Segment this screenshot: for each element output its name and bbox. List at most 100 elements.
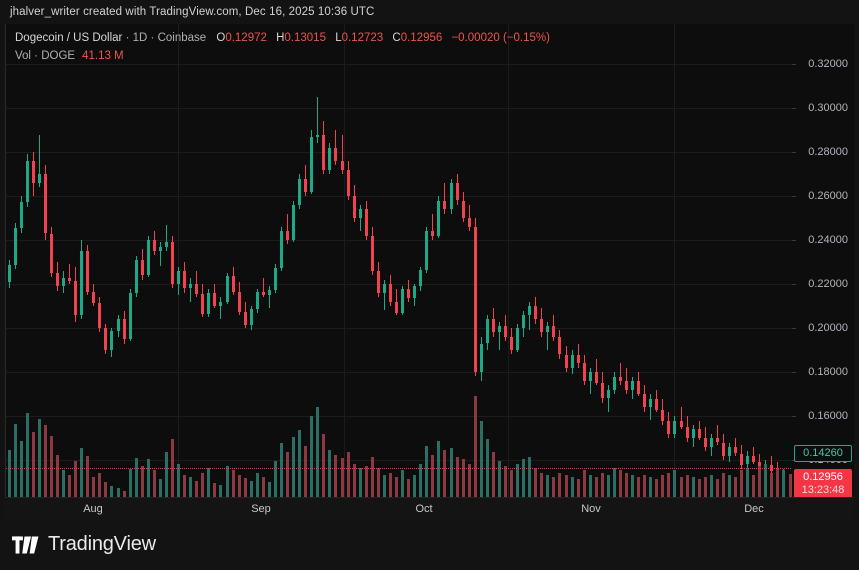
- price-axis[interactable]: 0.32000 0.30000 0.28000 0.26000 0.24000 0.220…: [792, 24, 854, 518]
- candle-body: [516, 328, 520, 351]
- candle-body: [612, 376, 616, 390]
- volume-bar: [122, 490, 126, 497]
- candle-body: [401, 288, 404, 313]
- candle-wick: [498, 321, 500, 351]
- candle-body: [140, 259, 144, 276]
- candle-body: [376, 270, 380, 293]
- price-axis-tickmark: [792, 196, 796, 198]
- volume-bar: [510, 470, 513, 497]
- moving-average-price-badge[interactable]: 0.14260: [794, 445, 852, 463]
- volume-bar: [7, 450, 11, 497]
- candle-wick: [220, 297, 222, 320]
- candle-body: [62, 277, 65, 287]
- volume-bar: [619, 470, 622, 497]
- candle-body: [146, 240, 150, 276]
- candle-body: [721, 442, 725, 456]
- volume-bar: [425, 445, 429, 497]
- candle-body: [679, 420, 683, 428]
- candle-body: [104, 328, 108, 351]
- volume-bar: [286, 452, 289, 497]
- price-axis-tick-label: 0.28000: [808, 146, 848, 159]
- volume-bar: [316, 407, 320, 497]
- price-axis-tick-label: 0.24000: [808, 234, 848, 247]
- candle-body: [261, 291, 265, 296]
- volume-bar: [625, 472, 628, 497]
- candle-body: [461, 200, 465, 219]
- time-axis[interactable]: Aug Sep Oct Nov Dec: [5, 497, 854, 521]
- candle-body: [649, 398, 653, 408]
- volume-bar: [516, 463, 520, 497]
- last-price-badge[interactable]: 0.12956 13:23:48: [794, 469, 852, 501]
- volume-bar: [49, 435, 53, 497]
- volume-bar: [68, 474, 72, 497]
- candle-body: [455, 182, 459, 201]
- candle-body: [740, 453, 743, 465]
- volume-bar: [340, 458, 344, 497]
- candle-body: [358, 209, 362, 219]
- candle-wick: [716, 424, 718, 445]
- grid-line-horizontal: [6, 372, 793, 374]
- candle-body: [116, 319, 120, 332]
- volume-bar: [255, 472, 259, 497]
- time-axis-tick-label: Nov: [581, 503, 601, 515]
- candle-body: [534, 306, 538, 320]
- candle-body: [564, 354, 568, 368]
- volume-bar: [443, 450, 447, 497]
- candle-body: [13, 228, 17, 266]
- volume-bar: [606, 474, 610, 497]
- candle-body: [183, 270, 187, 289]
- candle-body: [243, 311, 247, 325]
- volume-bar: [431, 454, 435, 497]
- last-price-value: 0.12956: [803, 471, 843, 484]
- candle-body: [177, 270, 180, 285]
- grid-line-horizontal: [6, 196, 793, 198]
- price-plot-area[interactable]: [6, 24, 793, 497]
- volume-bar: [298, 429, 302, 497]
- candle-body: [98, 302, 102, 329]
- volume-bar: [98, 472, 102, 497]
- candle-body: [570, 354, 574, 368]
- candle-body: [606, 389, 610, 399]
- price-axis-tick-label: 0.26000: [808, 190, 848, 203]
- candle-body: [600, 383, 604, 399]
- volume-bar: [164, 452, 168, 497]
- volume-bar: [655, 479, 659, 497]
- candle-body: [279, 231, 283, 268]
- volume-bar: [328, 450, 332, 497]
- candle-body: [370, 235, 374, 271]
- volume-bar: [752, 474, 756, 497]
- candle-wick: [607, 385, 609, 412]
- candle-body: [473, 226, 477, 373]
- candle-body: [685, 427, 689, 439]
- volume-bar: [691, 477, 695, 497]
- volume-bar: [382, 474, 386, 497]
- volume-bar: [558, 472, 562, 497]
- chart-frame: 0.32000 0.30000 0.28000 0.26000 0.24000 0.220…: [5, 24, 854, 518]
- volume-bar: [261, 477, 265, 497]
- volume-bar: [473, 396, 477, 497]
- volume-bar: [358, 468, 362, 497]
- candle-body: [667, 420, 671, 434]
- candle-body: [637, 380, 641, 395]
- candle-body: [231, 276, 235, 292]
- candle-body: [122, 319, 126, 340]
- grid-line-horizontal: [6, 460, 793, 462]
- candle-body: [479, 343, 483, 373]
- volume-bar: [104, 481, 108, 497]
- volume-bar: [788, 473, 792, 497]
- price-axis-tickmark: [792, 152, 796, 154]
- candle-body: [625, 380, 628, 390]
- volume-bar: [279, 443, 283, 497]
- candle-wick: [69, 264, 71, 285]
- candle-body: [673, 420, 677, 434]
- candle-body: [413, 286, 417, 299]
- volume-bar: [697, 479, 701, 497]
- candle-body: [497, 325, 501, 333]
- volume-bar: [721, 472, 725, 497]
- volume-bar: [183, 474, 187, 497]
- candle-body: [292, 204, 296, 241]
- candle-wick: [262, 277, 264, 298]
- candle-body: [443, 200, 447, 210]
- volume-bar: [600, 472, 604, 497]
- candle-wick: [680, 407, 682, 430]
